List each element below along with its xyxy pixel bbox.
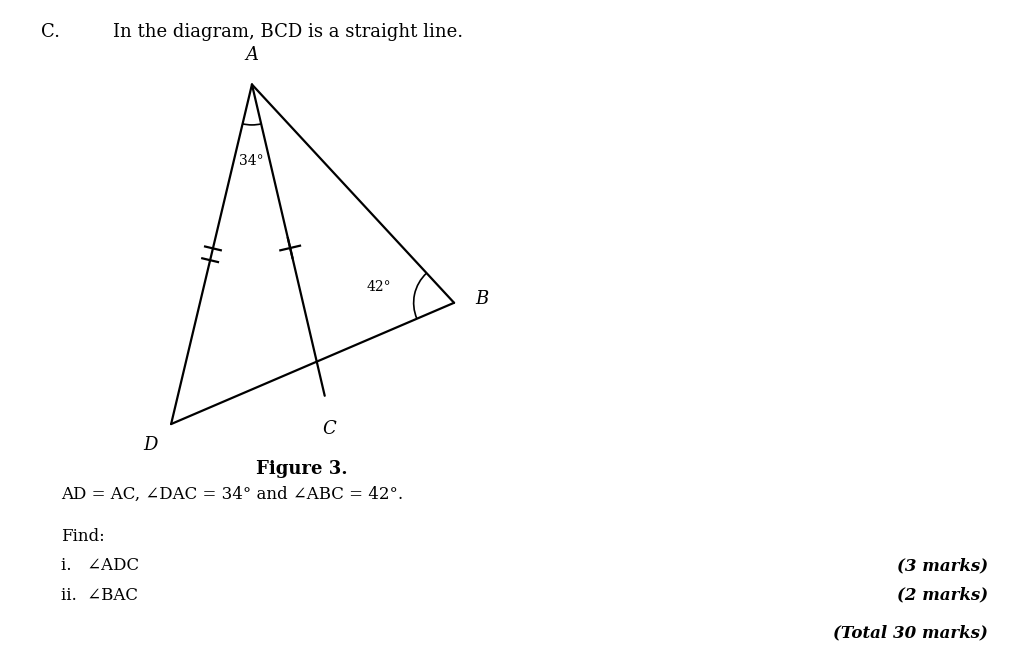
- Text: i.   ∠ADC: i. ∠ADC: [61, 557, 139, 574]
- Text: C.: C.: [41, 23, 60, 41]
- Text: (3 marks): (3 marks): [897, 557, 988, 574]
- Text: ii.  ∠BAC: ii. ∠BAC: [61, 587, 138, 604]
- Text: A: A: [246, 46, 258, 65]
- Text: Find:: Find:: [61, 528, 105, 545]
- Text: Figure 3.: Figure 3.: [256, 460, 348, 478]
- Text: 42°: 42°: [367, 280, 391, 294]
- Text: AD = AC, ∠DAC = 34° and ∠ABC = 42°.: AD = AC, ∠DAC = 34° and ∠ABC = 42°.: [61, 486, 403, 503]
- Text: (2 marks): (2 marks): [897, 587, 988, 604]
- Text: D: D: [143, 436, 158, 454]
- Text: 34°: 34°: [240, 155, 264, 168]
- Text: In the diagram, BCD is a straight line.: In the diagram, BCD is a straight line.: [113, 23, 463, 41]
- Text: C: C: [322, 420, 336, 438]
- Text: B: B: [476, 289, 489, 308]
- Text: (Total 30 marks): (Total 30 marks): [834, 625, 988, 642]
